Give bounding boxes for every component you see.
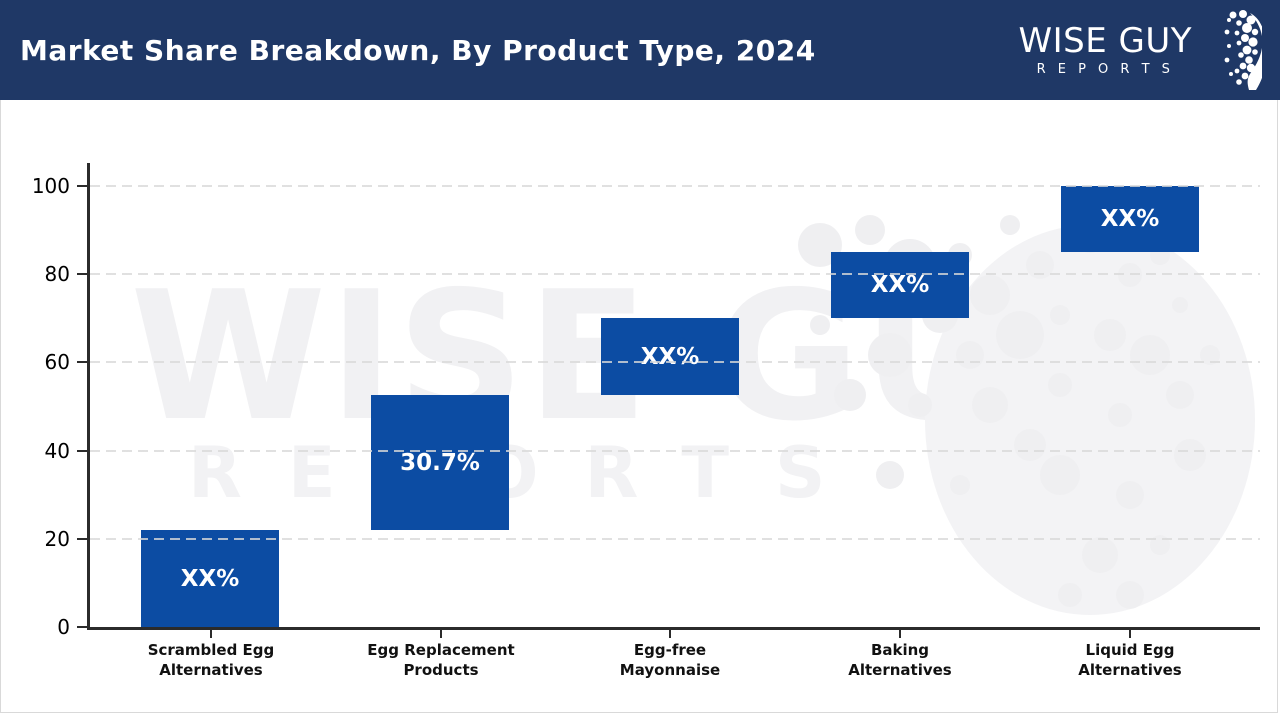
y-tick-mark: [77, 361, 87, 363]
bar-egg-replacement-products: 30.7%: [371, 395, 509, 530]
bar-value-label: XX%: [180, 565, 240, 592]
category-line: Baking: [870, 641, 930, 659]
gridline-60: [90, 361, 1260, 363]
gridline-40: [90, 450, 1260, 452]
category-line: Alternatives: [848, 660, 952, 679]
brand-logo-text: WISE GUY R E P O R T S: [1018, 24, 1192, 77]
gridline-80: [90, 273, 1260, 275]
category-line: Egg Replacement: [367, 641, 515, 659]
logo-subtext: R E P O R T S: [1036, 61, 1174, 77]
x-category-label-liquid-egg-alternatives: Liquid Egg Alternatives: [1015, 641, 1245, 681]
gridline-100: [90, 185, 1260, 187]
category-line: Alternatives: [159, 660, 263, 679]
y-tick-label: 100: [31, 174, 70, 198]
header-banner: Market Share Breakdown, By Product Type,…: [0, 0, 1280, 100]
bar-value-label: XX%: [640, 343, 700, 370]
y-axis-spine: [87, 163, 90, 630]
bar-baking-alternatives: XX%: [831, 252, 969, 318]
category-line: Egg-free: [633, 641, 707, 659]
y-tick-mark: [77, 273, 87, 275]
x-tick-mark: [1129, 630, 1131, 638]
y-tick-mark: [77, 450, 87, 452]
y-tick-label: 40: [44, 439, 70, 463]
x-category-label-egg-replacement-products: Egg Replacement Products: [326, 641, 556, 681]
brand-logo: WISE GUY R E P O R T S: [1018, 8, 1262, 92]
category-line: Alternatives: [1078, 660, 1182, 679]
x-tick-mark: [440, 630, 442, 638]
y-tick-label: 0: [57, 615, 70, 639]
bar-value-label: 30.7%: [400, 449, 480, 476]
category-line: Products: [403, 660, 479, 679]
y-tick-label: 60: [44, 350, 70, 374]
x-category-label-scrambled-egg-alternatives: Scrambled Egg Alternatives: [96, 641, 326, 681]
bar-value-label: XX%: [1100, 206, 1160, 232]
y-tick-label: 20: [44, 527, 70, 551]
category-line: Scrambled Egg: [147, 641, 275, 659]
logo-face-icon: [1224, 10, 1262, 90]
x-axis-spine: [87, 627, 1260, 630]
category-line: Liquid Egg: [1085, 641, 1175, 659]
bar-liquid-egg-alternatives: XX%: [1061, 186, 1199, 252]
x-category-label-egg-free-mayonnaise: Egg-free Mayonnaise: [555, 641, 785, 681]
y-tick-mark: [77, 538, 87, 540]
gridline-20: [90, 538, 1260, 540]
bar-scrambled-egg-alternatives: XX%: [141, 530, 279, 627]
logo-wordmark: WISE GUY: [1018, 20, 1192, 61]
chart-title: Market Share Breakdown, By Product Type,…: [20, 33, 816, 67]
bar-egg-free-mayonnaise: XX%: [601, 318, 739, 395]
x-tick-mark: [669, 630, 671, 638]
x-tick-mark: [899, 630, 901, 638]
y-tick-mark: [77, 626, 87, 628]
bar-value-label: XX%: [870, 272, 930, 298]
x-tick-mark: [210, 630, 212, 638]
chart-frame: [0, 100, 1278, 713]
y-tick-mark: [77, 185, 87, 187]
x-category-label-baking-alternatives: Baking Alternatives: [785, 641, 1015, 681]
y-tick-label: 80: [44, 262, 70, 286]
category-line: Mayonnaise: [619, 660, 721, 679]
